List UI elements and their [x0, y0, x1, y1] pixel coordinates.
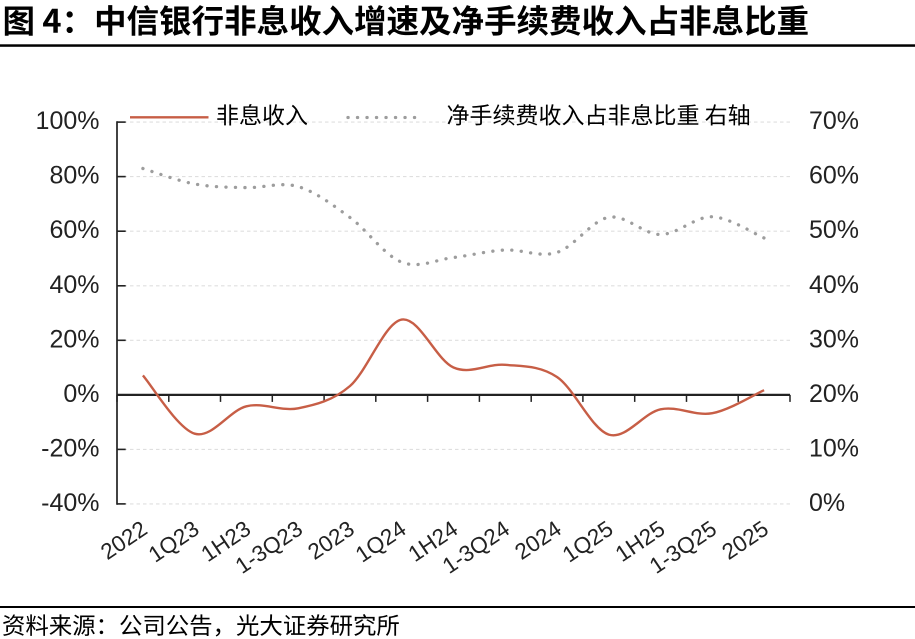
svg-text:-20%: -20% [41, 434, 99, 462]
svg-text:0%: 0% [809, 489, 845, 517]
svg-text:40%: 40% [49, 271, 99, 299]
svg-text:80%: 80% [49, 162, 99, 190]
svg-text:40%: 40% [809, 271, 859, 299]
svg-text:70%: 70% [809, 107, 859, 135]
svg-text:0%: 0% [63, 380, 99, 408]
svg-text:10%: 10% [809, 434, 859, 462]
svg-text:50%: 50% [809, 216, 859, 244]
svg-text:60%: 60% [49, 216, 99, 244]
svg-text:20%: 20% [49, 325, 99, 353]
svg-text:30%: 30% [809, 325, 859, 353]
svg-text:20%: 20% [809, 380, 859, 408]
svg-text:60%: 60% [809, 162, 859, 190]
svg-text:-40%: -40% [41, 489, 99, 517]
svg-text:100%: 100% [36, 107, 100, 135]
